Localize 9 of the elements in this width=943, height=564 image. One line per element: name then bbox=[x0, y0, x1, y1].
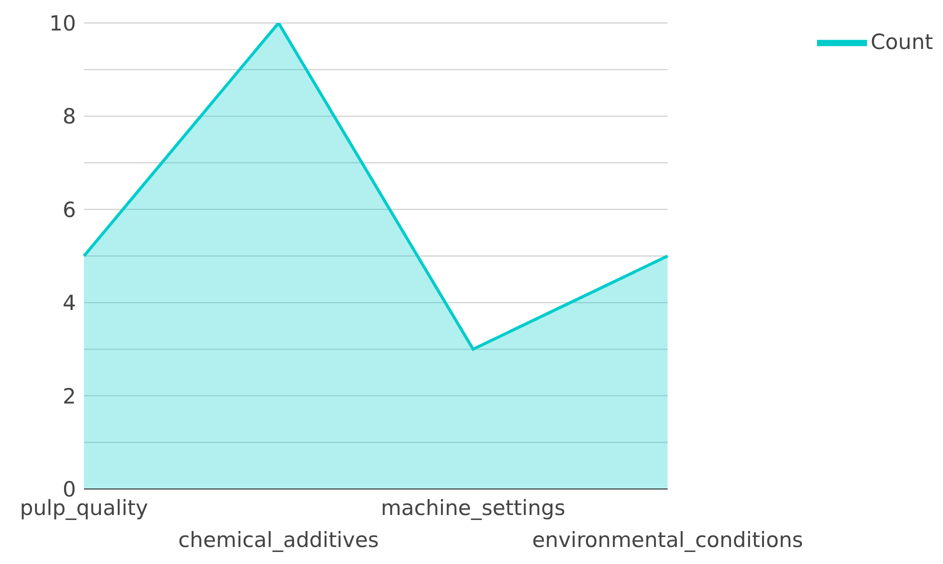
y-tick-label: 2 bbox=[62, 384, 76, 408]
y-tick-label: 6 bbox=[62, 198, 76, 222]
legend-label: Count bbox=[870, 30, 933, 54]
y-tick-label: 8 bbox=[62, 104, 76, 129]
x-tick-label: environmental_conditions bbox=[532, 528, 804, 552]
y-tick-label: 4 bbox=[62, 291, 76, 316]
x-tick-label: machine_settings bbox=[380, 496, 566, 520]
x-tick-label: chemical_additives bbox=[178, 528, 379, 552]
y-tick-label: 10 bbox=[49, 11, 76, 36]
